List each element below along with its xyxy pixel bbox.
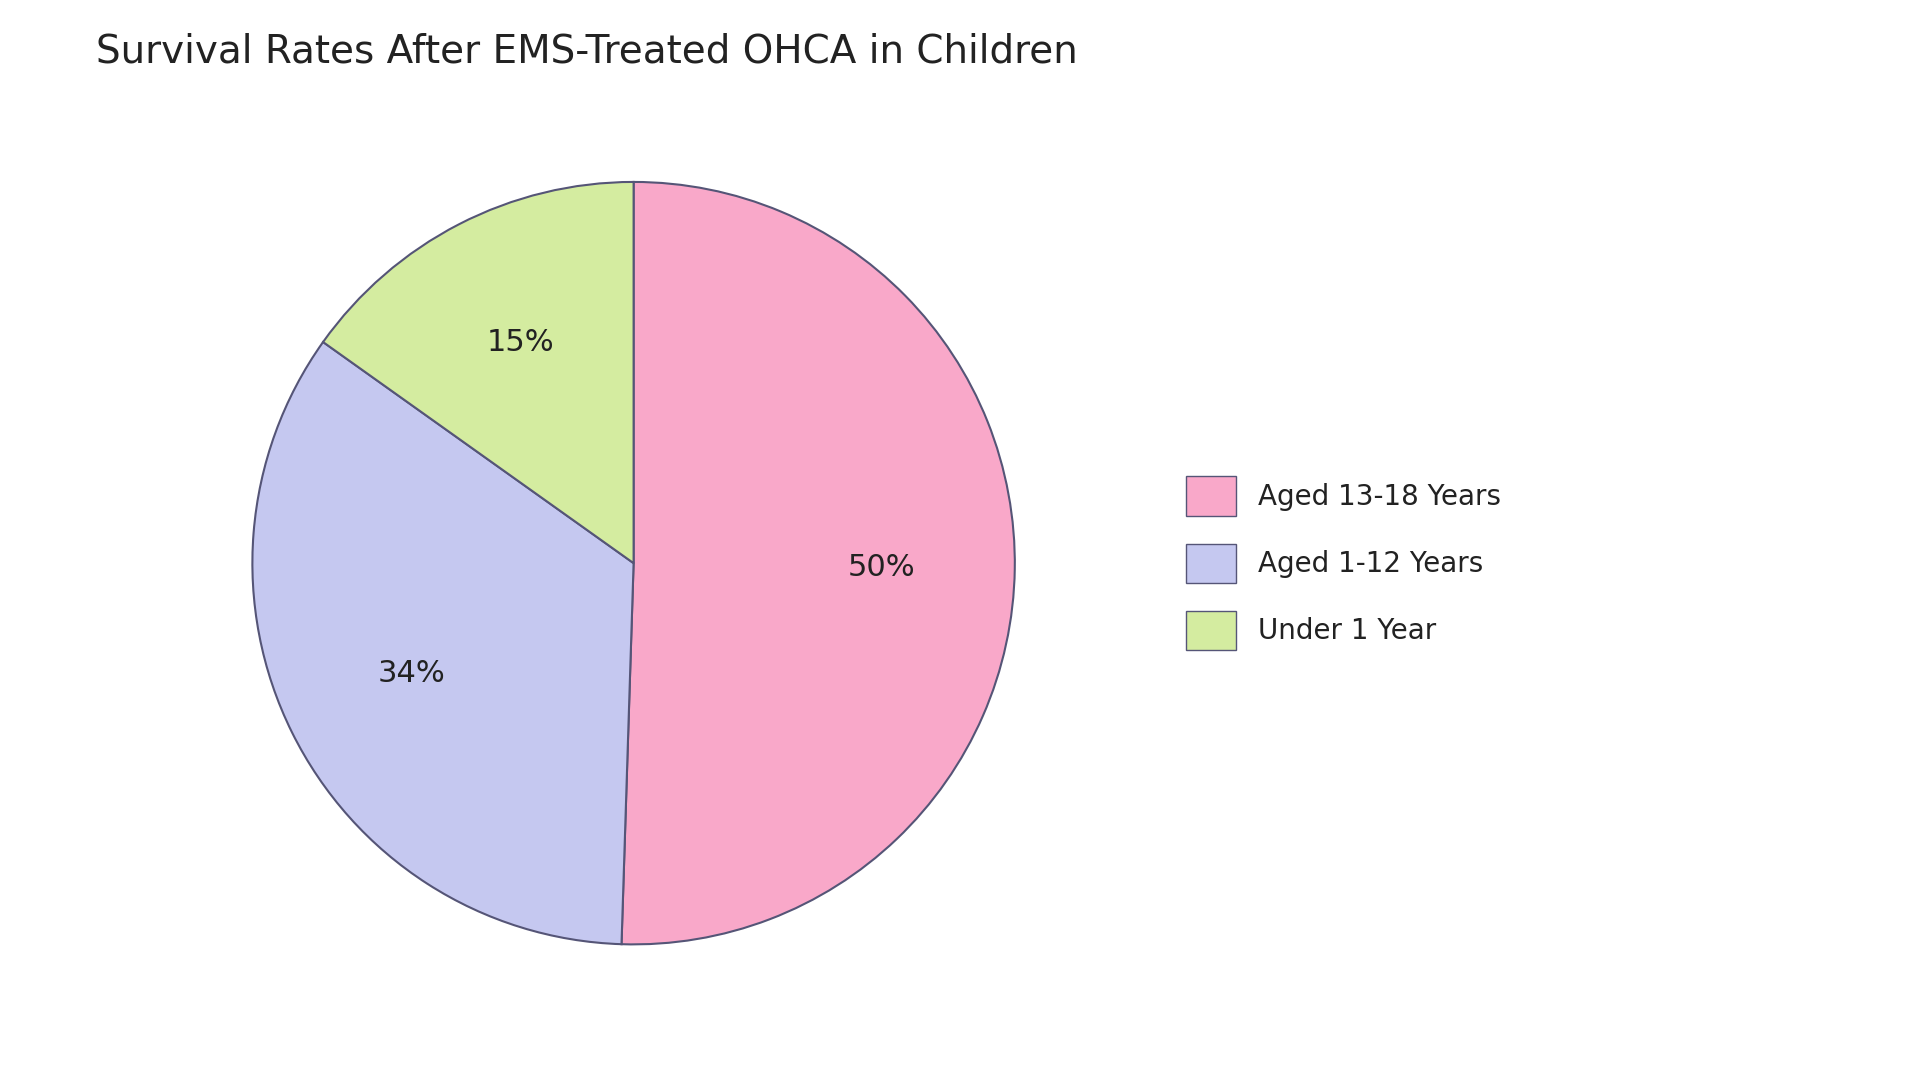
Text: 50%: 50%	[847, 552, 916, 582]
Wedge shape	[252, 342, 634, 944]
Text: Survival Rates After EMS-Treated OHCA in Children: Survival Rates After EMS-Treated OHCA in…	[96, 32, 1077, 70]
Wedge shape	[622, 182, 1016, 944]
Text: 15%: 15%	[486, 328, 553, 357]
Legend: Aged 13-18 Years, Aged 1-12 Years, Under 1 Year: Aged 13-18 Years, Aged 1-12 Years, Under…	[1171, 462, 1515, 664]
Text: 34%: 34%	[378, 658, 445, 688]
Wedge shape	[323, 182, 634, 563]
